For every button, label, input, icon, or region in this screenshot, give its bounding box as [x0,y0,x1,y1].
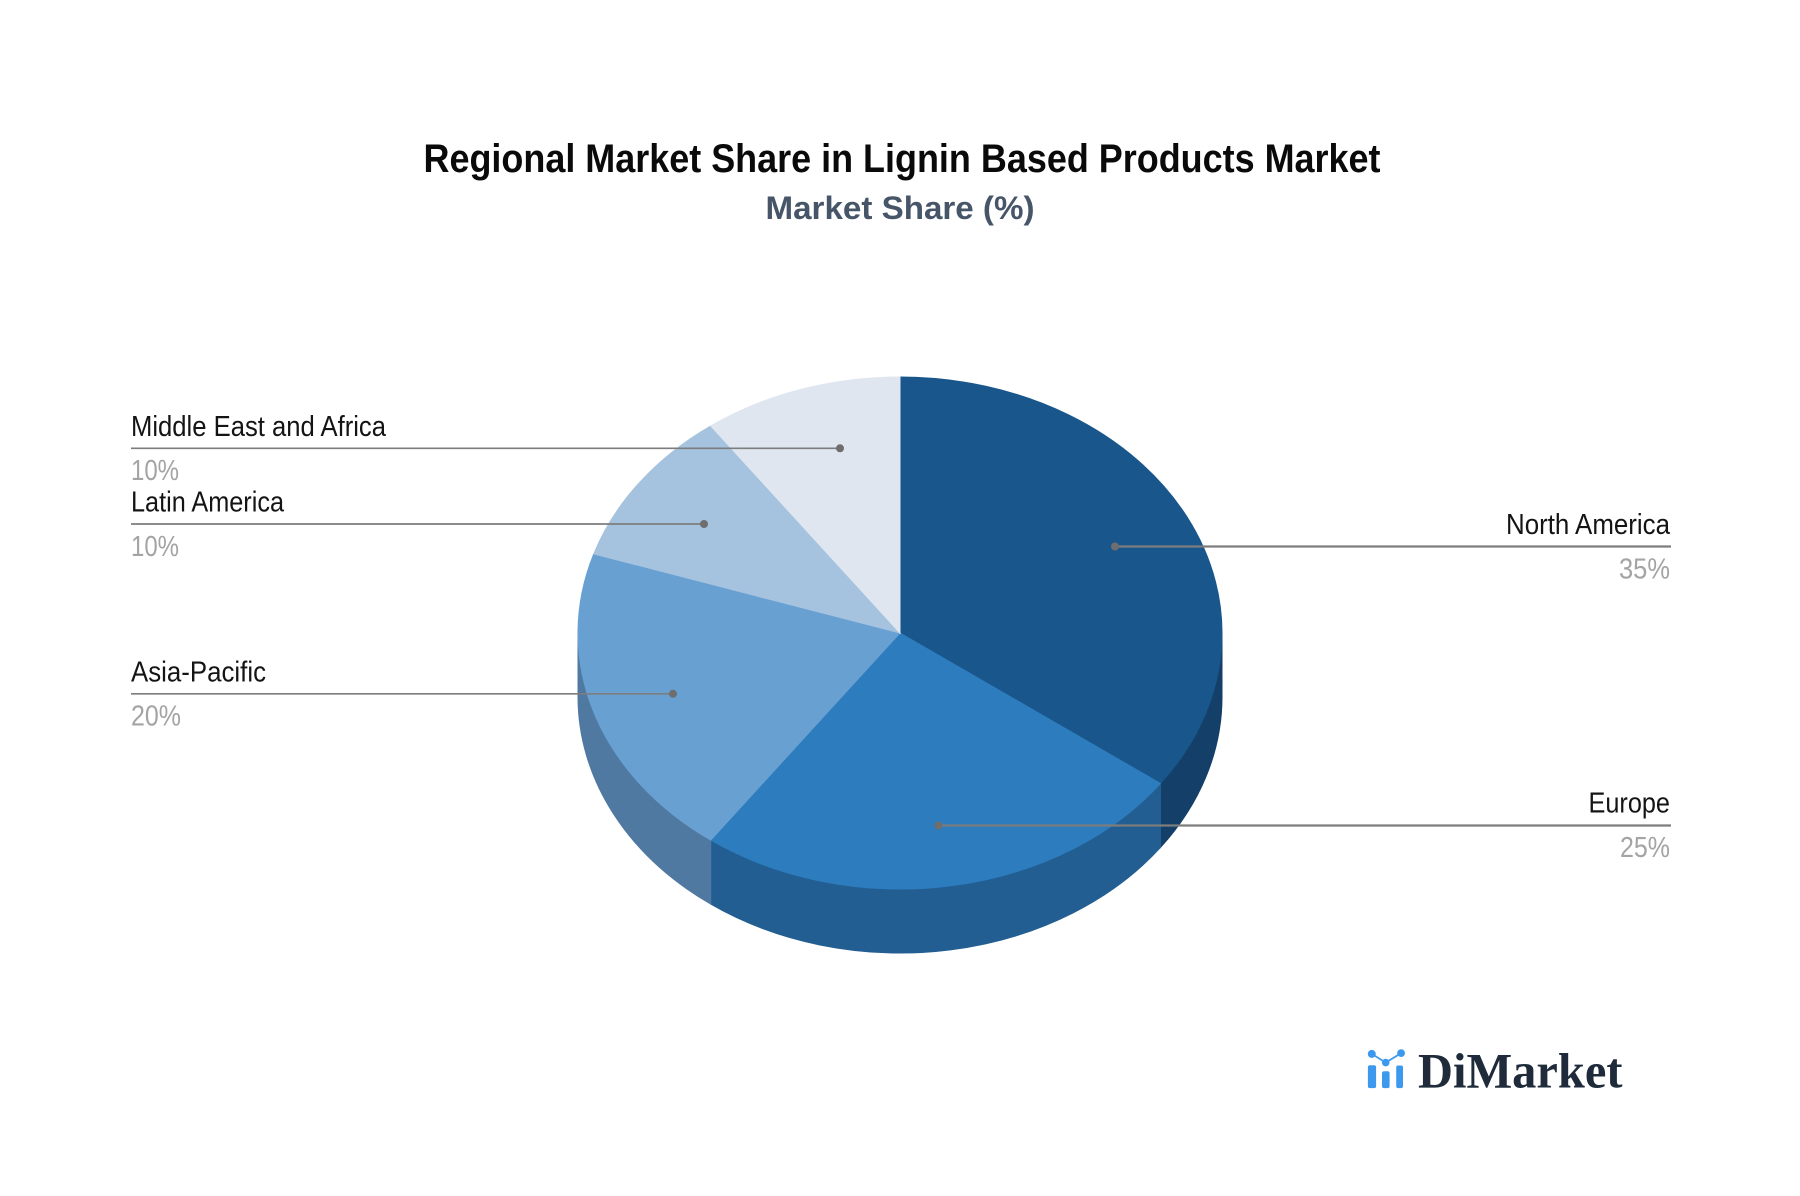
svg-text:Market Share (%): Market Share (%) [766,190,1035,226]
svg-text:Middle East and Africa: Middle East and Africa [131,411,386,443]
svg-text:Europe: Europe [1589,787,1671,819]
svg-text:35%: 35% [1619,553,1670,585]
svg-text:20%: 20% [131,701,181,733]
svg-text:10%: 10% [131,531,179,563]
svg-text:25%: 25% [1620,832,1670,864]
svg-text:Regional Market Share in Ligni: Regional Market Share in Lignin Based Pr… [424,137,1381,181]
svg-text:10%: 10% [131,455,179,487]
svg-text:Latin America: Latin America [131,486,284,518]
svg-text:Asia-Pacific: Asia-Pacific [131,656,266,688]
svg-text:North America: North America [1506,509,1670,541]
svg-text:DiMarket: DiMarket [1418,1043,1623,1099]
